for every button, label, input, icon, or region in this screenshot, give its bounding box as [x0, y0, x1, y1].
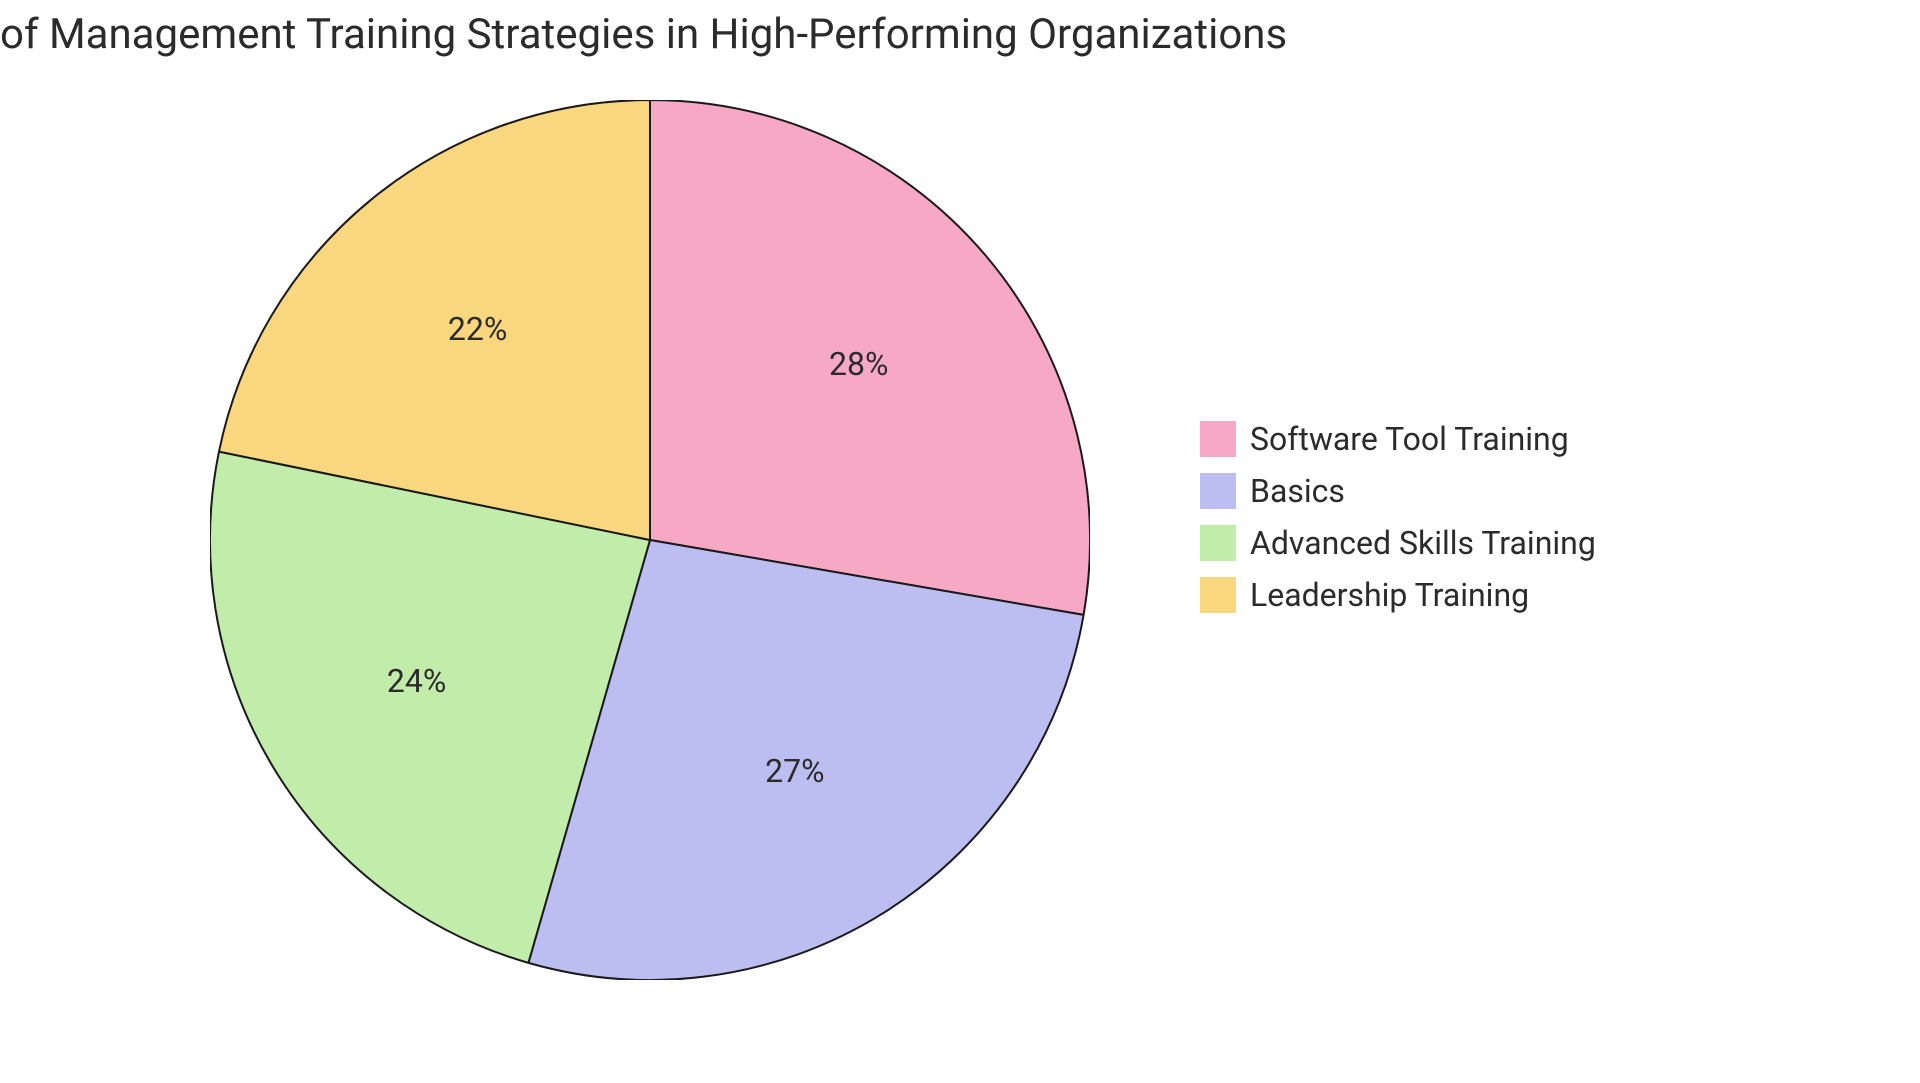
- slice-percent-label: 28%: [829, 345, 888, 383]
- legend-swatch: [1200, 473, 1236, 509]
- legend-item: Leadership Training: [1200, 576, 1596, 614]
- legend-label: Software Tool Training: [1250, 420, 1569, 458]
- pie-svg: [210, 100, 1090, 980]
- legend-swatch: [1200, 421, 1236, 457]
- legend: Software Tool Training Basics Advanced Ski…: [1200, 420, 1596, 614]
- legend-item: Basics: [1200, 472, 1596, 510]
- legend-label: Basics: [1250, 472, 1345, 510]
- legend-item: Advanced Skills Training: [1200, 524, 1596, 562]
- legend-swatch: [1200, 577, 1236, 613]
- legend-label: Leadership Training: [1250, 576, 1529, 614]
- slice-percent-label: 27%: [765, 752, 824, 790]
- legend-item: Software Tool Training: [1200, 420, 1596, 458]
- legend-swatch: [1200, 525, 1236, 561]
- chart-title: of Management Training Strategies in Hig…: [0, 10, 1287, 59]
- legend-label: Advanced Skills Training: [1250, 524, 1596, 562]
- slice-percent-label: 22%: [448, 310, 507, 348]
- pie-chart: 28% 27% 24% 22%: [210, 100, 1090, 980]
- slice-percent-label: 24%: [387, 662, 446, 700]
